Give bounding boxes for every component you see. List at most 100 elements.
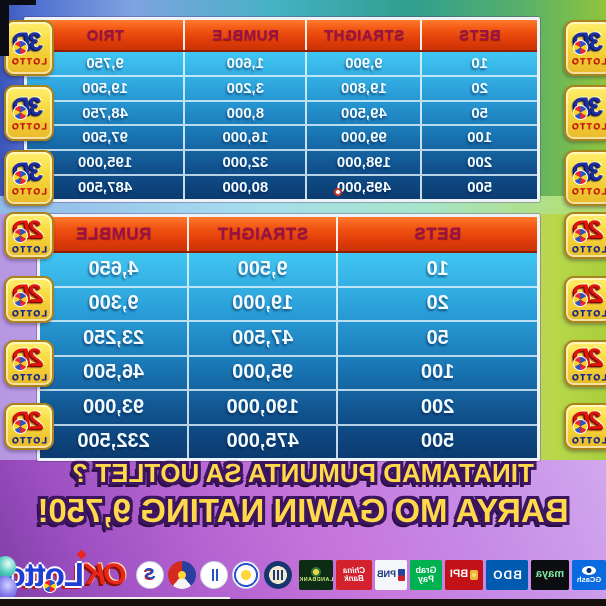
bet-amount: 100 [420, 361, 455, 384]
payout-value: 47,500 [189, 322, 339, 355]
badge-lotto-label: LOTTO [10, 186, 48, 197]
badge-game-label: 2D [13, 343, 43, 372]
pinwheel-icon [13, 291, 29, 307]
pinwheel-icon [13, 170, 29, 186]
gcash-logo: GCash [572, 560, 606, 590]
pinwheel-icon [13, 418, 29, 434]
bdo-logo: BDO [486, 560, 528, 590]
badge-game-label: 3D [573, 93, 603, 122]
badge-lotto-label: LOTTO [570, 243, 606, 254]
payout-value: 1,600 [185, 52, 308, 75]
pinwheel-icon [13, 227, 29, 243]
lotto-2d-badge: 2D LOTTO [564, 403, 606, 450]
payout-value: 93,000 [40, 391, 190, 424]
pinwheel-icon [573, 170, 589, 186]
pnb-label: PNB [377, 569, 397, 580]
bpi-label: BPI [449, 568, 469, 581]
column-header-bets: BETS [422, 20, 537, 50]
table-3d-lotto: BETS STRAIGHT RUMBLE TRIO 10 9,900 1,600 9,750… [24, 17, 540, 202]
table-row: 10 9,500 4,650 [40, 253, 537, 286]
badge-lotto-label: LOTTO [570, 186, 606, 197]
table-row: 10 9,900 1,600 9,750 [27, 52, 537, 75]
lotto-2d-badge: 2D LOTTO [564, 276, 606, 323]
banner: TINATAMAD PUMUNTA SA UOTLET ? BARYA MO G… [8, 458, 598, 530]
pnb-logo: PNB [375, 560, 407, 590]
bank-logos: GCash maya BDO BPI Grab Pay PNB China Bank LAND… [299, 560, 606, 590]
banner-line-1: TINATAMAD PUMUNTA SA UOTLET ? [72, 458, 534, 488]
payout-value: 9,900 [307, 52, 423, 75]
bet-amount: 500 [420, 430, 455, 453]
column-header-rumble: RUMBLE [185, 20, 308, 50]
lotto-2d-badge: 2D LOTTO [4, 212, 54, 259]
pinwheel-icon [573, 40, 589, 56]
table-row: 200 190,000 93,000 [40, 389, 537, 424]
swirl-s-seal-icon: S [136, 561, 164, 589]
table-row: 20 19,000 9,300 [40, 285, 537, 320]
badge-lotto-label: LOTTO [10, 434, 48, 445]
table-row: 100 95,000 46,500 [40, 354, 537, 389]
column-header-label: STRAIGHT [323, 26, 405, 44]
lotto-2d-badge: 2D LOTTO [4, 276, 54, 323]
column-header-straight: STRAIGHT [189, 217, 339, 251]
lotto-2d-badge: 2D LOTTO [4, 340, 54, 387]
payout-value: 49,500 [307, 101, 423, 125]
badge-game-label: 2D [13, 215, 43, 244]
payout-value: 3,200 [185, 76, 308, 100]
column-header-rumble: RUMBLE [40, 217, 190, 251]
trophy-seal-icon [200, 561, 228, 589]
navy-gold-seal-icon [264, 561, 292, 589]
seal-letter: S [144, 566, 156, 583]
maya-logo: maya [531, 560, 569, 590]
payout-value: 9,300 [40, 287, 190, 320]
payout-value: 4,650 [40, 253, 190, 286]
lotto-3d-badge: 3D LOTTO [4, 20, 54, 76]
maya-label: maya [535, 568, 565, 581]
lotto-3d-badge: 3D LOTTO [4, 85, 54, 141]
column-header-label: BETS [413, 224, 462, 243]
badge-lotto-label: LOTTO [570, 307, 606, 318]
column-header-label: RUMBLE [75, 224, 152, 243]
column-header-label: BETS [458, 26, 501, 44]
badge-lotto-label: LOTTO [10, 243, 48, 254]
lotto-3d-badge: 3D LOTTO [564, 20, 606, 76]
column-header-straight: STRAIGHT [307, 20, 423, 50]
pinwheel-icon [573, 227, 589, 243]
landbank-emblem-icon [311, 566, 321, 577]
badge-game-label: 2D [573, 215, 603, 244]
payout-value: 8,000 [185, 101, 308, 125]
bet-amount: 20 [471, 79, 488, 97]
bpi-shield-icon [470, 570, 479, 580]
gcash-label: GCash [576, 575, 602, 585]
ok-lotto-ok-text: OK [86, 558, 127, 591]
landbank-label: LANDBANK [298, 576, 334, 583]
badge-game-label: 2D [573, 279, 603, 308]
badge-lotto-label: LOTTO [10, 307, 48, 318]
badge-lotto-label: LOTTO [570, 121, 606, 132]
badge-lotto-label: LOTTO [570, 56, 606, 67]
badge-game-label: 3D [13, 158, 43, 187]
payout-value: 23,250 [40, 322, 190, 355]
table-2d-header-row: BETS STRAIGHT RUMBLE [40, 217, 537, 253]
badge-lotto-label: LOTTO [10, 371, 48, 382]
payout-value: 232,500 [40, 425, 190, 458]
column-header-label: STRAIGHT [217, 224, 309, 243]
ok-lotto-logo: OK Lotto [7, 549, 127, 598]
table-row: 500 475,000 232,500 [40, 423, 537, 458]
payout-value: 19,800 [307, 76, 423, 100]
bpi-logo: BPI [445, 560, 483, 590]
payout-value: 190,000 [189, 391, 339, 424]
table-row: 50 47,500 23,250 [40, 320, 537, 355]
badge-game-label: 2D [13, 279, 43, 308]
lotto-2d-badge: 2D LOTTO [564, 340, 606, 387]
badge-game-label: 3D [573, 28, 603, 57]
pinwheel-icon [573, 105, 589, 121]
payout-value: 46,500 [40, 356, 190, 389]
table-row: 50 49,500 8,000 48,750 [27, 99, 537, 125]
landbank-logo: LANDBANK [299, 560, 333, 590]
payout-value: 198,000 [307, 151, 423, 175]
bagong-pilipinas-seal-icon [232, 561, 260, 589]
payout-value: 32,000 [185, 151, 308, 175]
pnb-eagle-icon [398, 569, 405, 581]
table-row: 200 198,000 32,000 195,000 [27, 149, 537, 175]
